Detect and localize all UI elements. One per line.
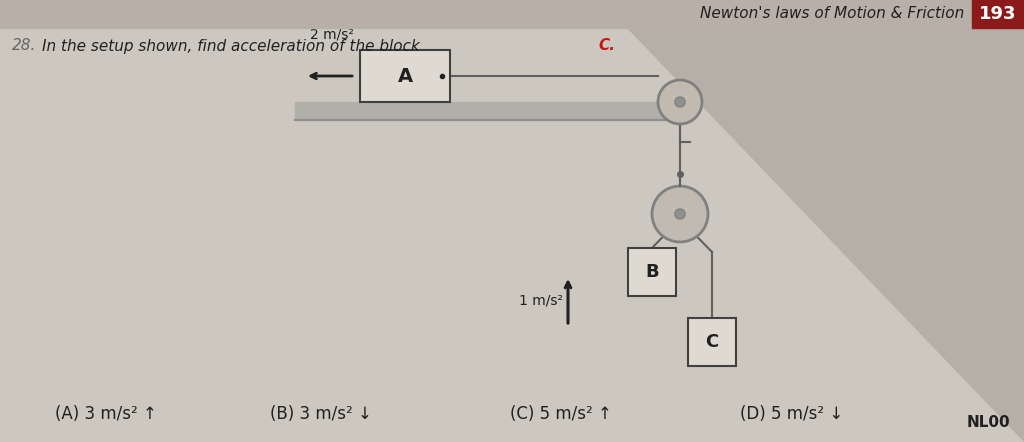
Bar <box>295 102 680 120</box>
Text: NL00: NL00 <box>967 415 1010 430</box>
Text: (C) 5 m/s² ↑: (C) 5 m/s² ↑ <box>510 405 612 423</box>
Text: B: B <box>645 263 658 281</box>
Bar <box>0 0 1024 28</box>
Bar <box>628 248 676 296</box>
Circle shape <box>675 209 685 219</box>
Text: 1 m/s²: 1 m/s² <box>519 294 563 308</box>
Circle shape <box>675 97 685 107</box>
Text: (D) 5 m/s² ↓: (D) 5 m/s² ↓ <box>740 405 843 423</box>
Text: 2 m/s²: 2 m/s² <box>310 28 354 42</box>
Polygon shape <box>600 0 1024 442</box>
Circle shape <box>658 80 702 124</box>
Text: C: C <box>706 333 719 351</box>
Bar <box>688 318 736 366</box>
Bar <box>972 0 1024 28</box>
Bar <box>360 50 450 102</box>
Text: 193: 193 <box>979 5 1017 23</box>
Circle shape <box>652 186 708 242</box>
Text: 28.: 28. <box>12 38 37 53</box>
Text: (A) 3 m/s² ↑: (A) 3 m/s² ↑ <box>55 405 157 423</box>
Text: Newton's laws of Motion & Friction: Newton's laws of Motion & Friction <box>699 7 964 22</box>
Text: A: A <box>397 66 413 85</box>
Text: C.: C. <box>598 38 615 53</box>
Text: In the setup shown, find acceleration of the block: In the setup shown, find acceleration of… <box>42 38 425 53</box>
Text: (B) 3 m/s² ↓: (B) 3 m/s² ↓ <box>270 405 372 423</box>
